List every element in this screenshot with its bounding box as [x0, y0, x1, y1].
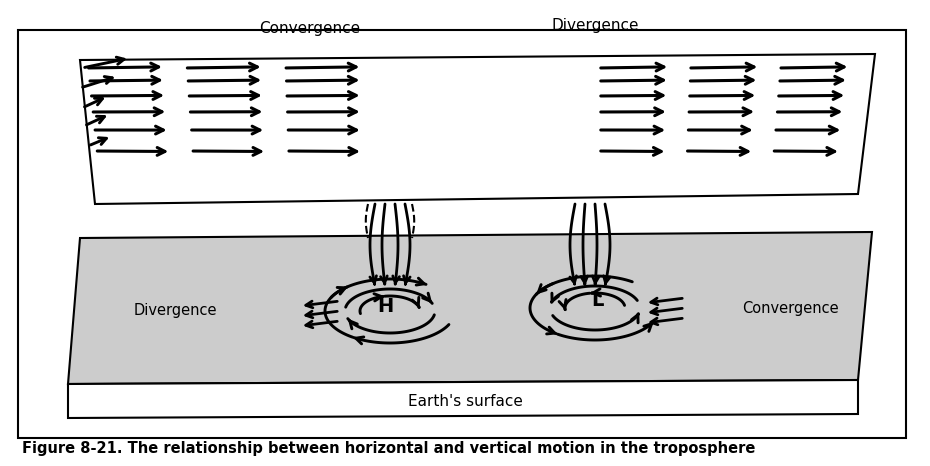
- Polygon shape: [68, 380, 858, 418]
- Text: Convergence: Convergence: [259, 21, 361, 36]
- Polygon shape: [80, 54, 875, 204]
- Polygon shape: [68, 232, 872, 384]
- Bar: [18, 30, 906, 438]
- Text: Divergence: Divergence: [551, 18, 639, 33]
- Text: L: L: [591, 290, 604, 309]
- Text: Figure 8-21. The relationship between horizontal and vertical motion in the trop: Figure 8-21. The relationship between ho…: [22, 440, 755, 455]
- Text: Earth's surface: Earth's surface: [407, 393, 523, 409]
- Text: Convergence: Convergence: [742, 301, 838, 315]
- Text: Divergence: Divergence: [133, 303, 217, 318]
- Text: H: H: [377, 296, 393, 315]
